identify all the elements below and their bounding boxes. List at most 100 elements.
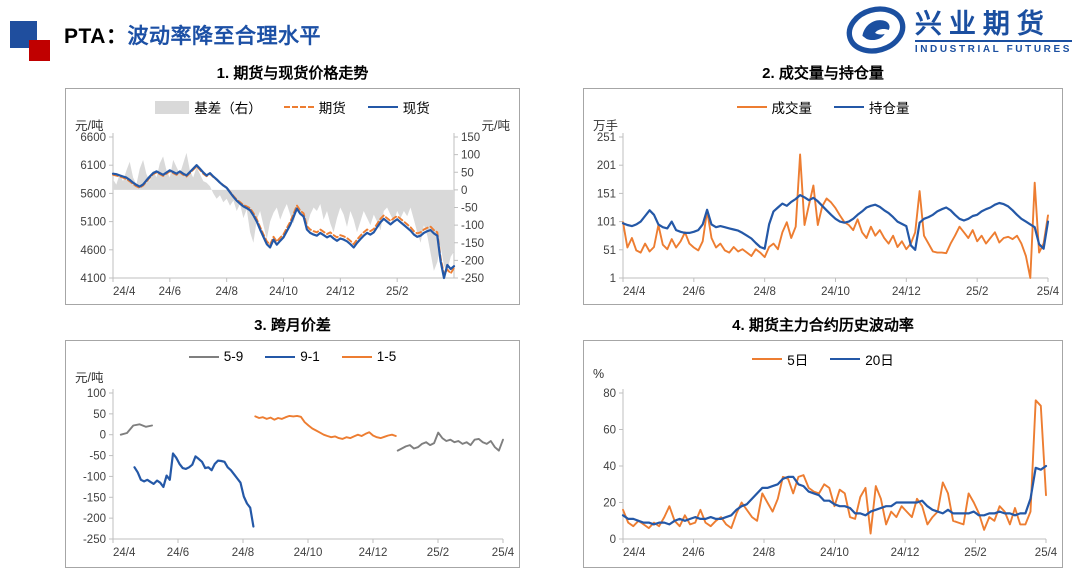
svg-text:25/2: 25/2 — [964, 547, 986, 559]
brand-swirl-icon — [845, 4, 907, 61]
svg-text:4100: 4100 — [80, 273, 106, 285]
svg-text:24/8: 24/8 — [232, 547, 254, 559]
svg-text:6100: 6100 — [80, 160, 106, 172]
svg-text:-50: -50 — [461, 203, 478, 215]
page-title: PTA：波动率降至合理水平 — [64, 20, 321, 50]
svg-text:151: 151 — [597, 188, 616, 200]
svg-text:-100: -100 — [83, 471, 106, 483]
svg-text:24/8: 24/8 — [215, 286, 237, 298]
legend-label: 1-5 — [376, 349, 397, 364]
left-axis-unit: 元/吨 — [75, 119, 104, 133]
legend-swatch-dashed — [283, 106, 314, 108]
svg-text:40: 40 — [603, 461, 616, 473]
price-trend-chart: 基差（右） 期货 现货 元/吨 元/吨 6600 6100 5600 5100 4600 41… — [65, 88, 520, 305]
svg-text:24/8: 24/8 — [753, 286, 775, 298]
svg-text:1: 1 — [610, 273, 616, 285]
svg-text:80: 80 — [603, 388, 616, 400]
svg-text:24/4: 24/4 — [623, 547, 646, 559]
svg-text:101: 101 — [597, 217, 616, 229]
legend-label: 5日 — [787, 353, 809, 368]
month-spread-legend: 5-9 9-1 1-5 — [66, 349, 519, 364]
svg-text:24/8: 24/8 — [753, 547, 775, 559]
chart-title-volume-oi: 2. 成交量与持仓量 — [762, 65, 884, 82]
svg-text:0: 0 — [610, 534, 616, 546]
legend-swatch-line — [736, 106, 767, 108]
brand-name: 兴业期货 — [914, 9, 1051, 40]
svg-text:25/2: 25/2 — [966, 286, 988, 298]
left-axis-unit: 元/吨 — [75, 371, 104, 385]
svg-text:50: 50 — [93, 409, 106, 421]
svg-text:-100: -100 — [461, 220, 484, 232]
legend-item: 5日 — [752, 349, 808, 369]
legend-label: 5-9 — [223, 349, 244, 364]
legend-swatch-line — [834, 106, 864, 108]
legend-item: 期货 — [283, 97, 346, 117]
volatility-chart: 5日 20日 % 80 60 40 20 0 24/4 24/6 24/8 24/10 24/12 2… — [583, 340, 1063, 568]
chart-title-price-trend: 1. 期货与现货价格走势 — [216, 65, 369, 82]
legend-swatch-line — [265, 355, 296, 358]
legend-swatch-line — [830, 358, 861, 360]
svg-text:0: 0 — [461, 185, 467, 197]
svg-text:150: 150 — [461, 132, 480, 144]
svg-text:24/12: 24/12 — [891, 547, 920, 559]
volume-oi-plot: 251 201 151 101 51 1 24/4 24/6 24/8 24/10 24/12 25/… — [597, 132, 1060, 298]
svg-text:-250: -250 — [461, 273, 484, 285]
legend-swatch-area — [155, 100, 190, 114]
page-title-prefix: PTA： — [64, 25, 128, 48]
svg-text:50: 50 — [461, 167, 474, 179]
legend-swatch-line — [367, 106, 398, 108]
legend-label: 成交量 — [771, 101, 813, 116]
svg-text:24/6: 24/6 — [683, 286, 705, 298]
svg-text:201: 201 — [597, 160, 616, 172]
svg-text:24/6: 24/6 — [159, 286, 181, 298]
price-trend-plot: 6600 6100 5600 5100 4600 4100 150 100 50 0 -50 -100… — [80, 132, 484, 298]
svg-text:4600: 4600 — [80, 245, 106, 257]
svg-text:6600: 6600 — [80, 132, 106, 144]
svg-text:100: 100 — [461, 150, 480, 162]
svg-text:5100: 5100 — [80, 217, 106, 229]
left-axis-unit: 万手 — [593, 119, 619, 133]
svg-text:20: 20 — [603, 498, 616, 510]
svg-text:24/12: 24/12 — [326, 286, 355, 298]
legend-item: 成交量 — [736, 97, 813, 117]
legend-label: 期货 — [318, 101, 346, 116]
svg-text:24/12: 24/12 — [359, 547, 388, 559]
svg-text:-200: -200 — [83, 513, 106, 525]
volume-oi-chart: 成交量 持仓量 万手 251 201 151 101 51 1 24/4 24/6 24/8 24/… — [583, 88, 1063, 305]
volatility-plot: 80 60 40 20 0 24/4 24/6 24/8 24/10 24/12 25/2 25/4 — [603, 388, 1058, 559]
legend-item: 现货 — [367, 97, 430, 117]
month-spread-chart: 5-9 9-1 1-5 元/吨 100 50 0 -50 -100 -150 -200 -250 2… — [65, 340, 520, 568]
right-axis-unit: 元/吨 — [481, 119, 510, 133]
svg-text:-250: -250 — [83, 534, 106, 546]
svg-text:24/10: 24/10 — [820, 547, 849, 559]
svg-text:25/4: 25/4 — [492, 547, 515, 559]
svg-text:24/4: 24/4 — [113, 547, 136, 559]
volatility-legend: 5日 20日 — [584, 349, 1062, 369]
svg-text:25/2: 25/2 — [427, 547, 449, 559]
page-title-main: 波动率降至合理水平 — [127, 25, 321, 48]
volume-oi-legend: 成交量 持仓量 — [584, 97, 1062, 117]
svg-text:25/2: 25/2 — [386, 286, 408, 298]
svg-text:24/6: 24/6 — [167, 547, 189, 559]
svg-text:-150: -150 — [461, 238, 484, 250]
svg-text:25/4: 25/4 — [1035, 547, 1058, 559]
brand-subtitle: INDUSTRIAL FUTURES — [914, 39, 1072, 55]
svg-text:51: 51 — [603, 245, 616, 257]
legend-item: 基差（右） — [155, 97, 262, 117]
legend-item: 持仓量 — [834, 97, 910, 117]
svg-text:251: 251 — [597, 132, 616, 144]
svg-text:-50: -50 — [89, 451, 106, 463]
svg-text:24/12: 24/12 — [892, 286, 921, 298]
legend-item: 20日 — [830, 349, 894, 369]
legend-swatch-line — [341, 355, 372, 358]
svg-text:0: 0 — [100, 430, 106, 442]
left-axis-unit: % — [593, 367, 605, 381]
legend-label: 现货 — [402, 101, 430, 116]
chart-title-volatility: 4. 期货主力合约历史波动率 — [732, 317, 914, 334]
month-spread-plot: 100 50 0 -50 -100 -150 -200 -250 24/4 24/6 24/8 24/… — [83, 388, 515, 559]
legend-label: 20日 — [865, 353, 894, 368]
chart-title-month-spread: 3. 跨月价差 — [254, 317, 331, 334]
svg-text:25/4: 25/4 — [1037, 286, 1060, 298]
legend-label: 基差（右） — [194, 101, 262, 116]
